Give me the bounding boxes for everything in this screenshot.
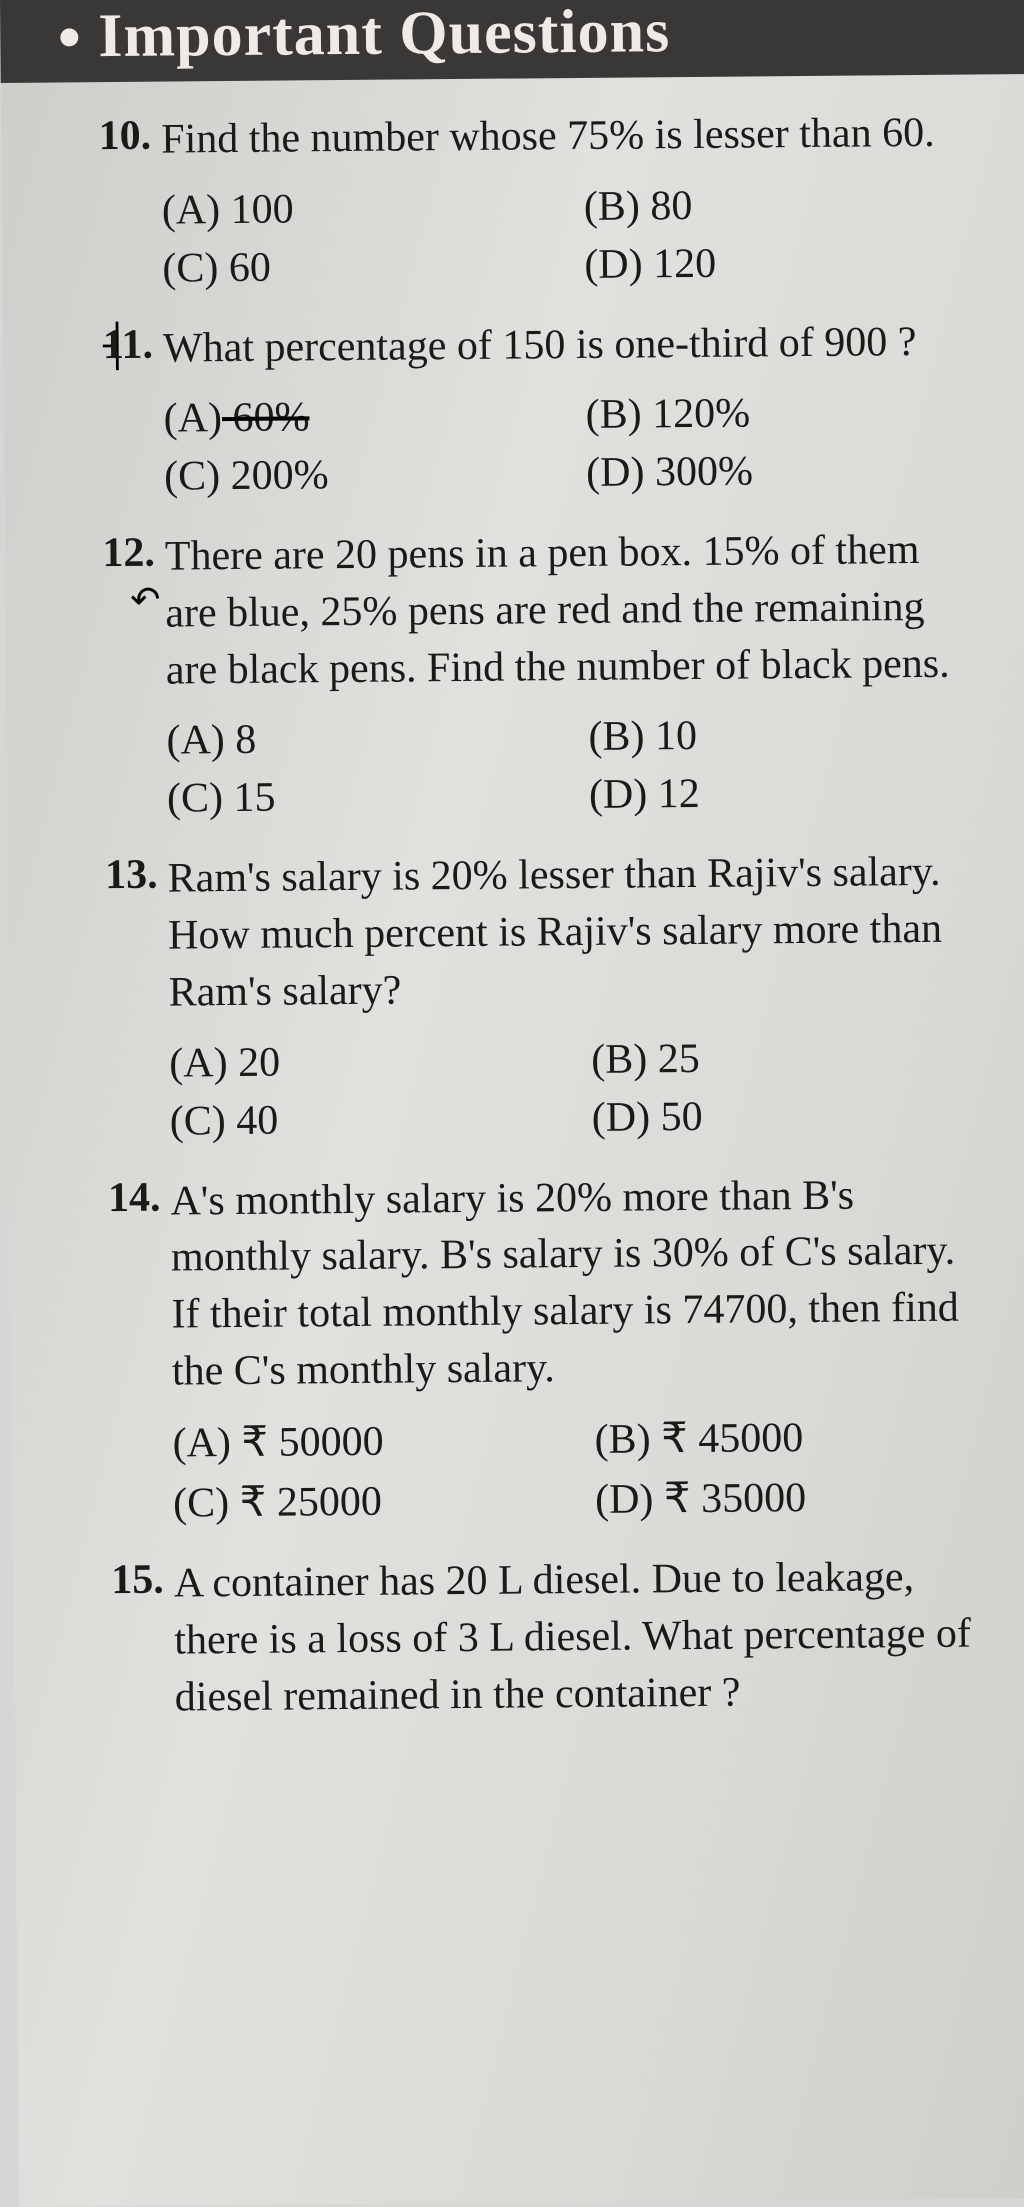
option-value: ₹ 35000 (664, 1475, 807, 1522)
option-value: 50 (660, 1093, 702, 1139)
option-b: (B) ₹ 45000 (594, 1411, 986, 1464)
option-c: (C) 40 (170, 1094, 562, 1145)
option-b: (B) 120% (585, 388, 977, 439)
question-15: 15. A container has 20 L diesel. Due to … (84, 1549, 989, 1727)
option-c: (C) ₹ 25000 (173, 1474, 565, 1527)
option-value: 120% (652, 391, 750, 438)
question-12: ↶ 12. There are 20 pens in a pen box. 15… (75, 522, 982, 824)
options: (A) 8 (B) 10 (C) 15 (D) 12 (166, 710, 981, 823)
bullet-icon (60, 28, 78, 46)
option-value: 120 (653, 240, 716, 287)
option-c: (C) 200% (164, 450, 556, 501)
curved-mark-icon: ↶ (130, 579, 161, 621)
question-text: A container has 20 L diesel. Due to leak… (174, 1549, 989, 1726)
header-inner: Important Questions (0, 0, 1024, 73)
question-10: 10. Find the number whose 75% is lesser … (71, 104, 977, 293)
option-value: 60 (229, 244, 271, 290)
option-d: (D) 300% (586, 446, 978, 497)
option-value: 80 (650, 183, 692, 229)
option-a: (A) 8 (166, 714, 558, 765)
option-value: 200% (230, 453, 328, 500)
option-b: (B) 80 (584, 179, 976, 230)
question-11: ┤ 11. What percentage of 150 is one-thir… (73, 313, 979, 502)
question-number: 10. (71, 112, 151, 161)
option-a: (A) ₹ 50000 (172, 1414, 564, 1467)
option-value: 10 (655, 713, 697, 759)
question-text: What percentage of 150 is one-third of 9… (163, 313, 977, 377)
question-text: Ram's salary is 20% lesser than Rajiv's … (167, 844, 982, 1021)
option-value: 300% (655, 449, 753, 496)
option-value: ₹ 50000 (241, 1419, 384, 1466)
option-value: 12 (658, 771, 700, 817)
options: (A) ₹ 50000 (B) ₹ 45000 (C) ₹ 25000 (D) … (172, 1411, 987, 1528)
option-value: ₹ 45000 (661, 1415, 804, 1462)
question-number: 12. (75, 529, 155, 578)
question-text: Find the number whose 75% is lesser than… (161, 104, 975, 168)
option-c: (C) 15 (167, 772, 559, 823)
page-title: Important Questions (98, 0, 670, 72)
header-band: Important Questions (0, 0, 1024, 83)
option-b: (B) 10 (588, 710, 980, 761)
option-value: 25 (658, 1035, 700, 1081)
option-value: 60% (232, 395, 309, 442)
page: Uy Important Questions 10. Find the numb… (0, 0, 1024, 2207)
question-number: 13. (77, 851, 157, 900)
question-text: There are 20 pens in a pen box. 15% of t… (165, 522, 980, 699)
options: (A) 100 (B) 80 (C) 60 (D) 120 (162, 179, 977, 292)
option-b: (B) 25 (591, 1032, 983, 1083)
option-a: (A) 20 (169, 1036, 561, 1087)
question-number: 14. (80, 1173, 160, 1222)
question-13: 13. Ram's salary is 20% lesser than Raji… (77, 844, 984, 1146)
option-d: (D) 12 (589, 768, 981, 819)
question-text: A's monthly salary is 20% more than B's … (170, 1166, 986, 1400)
question-number: 15. (84, 1556, 164, 1605)
option-d: (D) 50 (592, 1090, 984, 1141)
option-value: 15 (233, 775, 275, 821)
option-d: (D) 120 (584, 237, 976, 288)
question-number: 11. (73, 320, 153, 369)
option-value: 8 (235, 717, 256, 763)
option-a: (A) 100 (162, 183, 554, 234)
option-d: (D) ₹ 35000 (595, 1471, 987, 1524)
option-value: ₹ 25000 (239, 1479, 382, 1526)
options: (A) 60% (B) 120% (C) 200% (D) 300% (163, 388, 978, 501)
option-a: (A) 60% (163, 392, 555, 443)
options: (A) 20 (B) 25 (C) 40 (D) 50 (169, 1032, 984, 1145)
option-c: (C) 60 (162, 241, 554, 292)
option-value: 100 (230, 186, 293, 233)
question-14: 14. A's monthly salary is 20% more than … (80, 1166, 987, 1529)
option-value: 20 (238, 1039, 280, 1085)
option-value: 40 (236, 1097, 278, 1143)
